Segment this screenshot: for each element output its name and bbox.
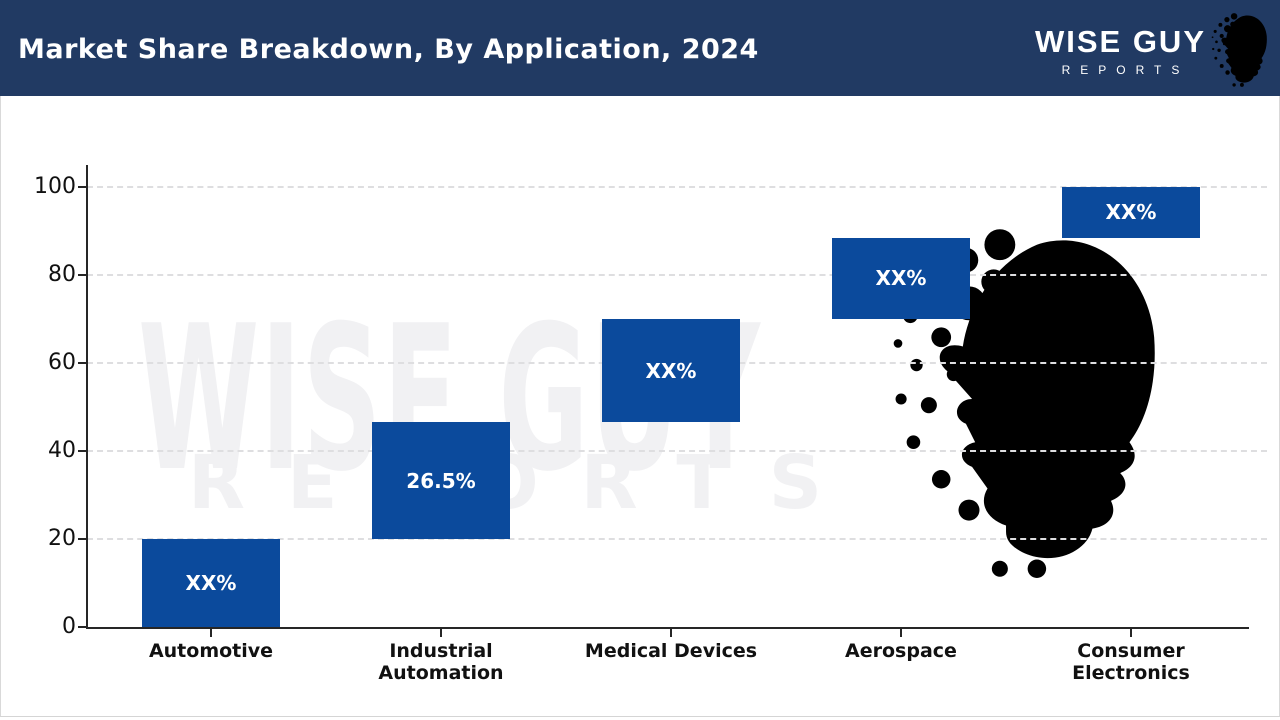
x-tick-mark-automotive [210,629,212,637]
brand-name: WISE GUY [1034,23,1206,59]
bar-medical-devices: XX% [602,319,740,423]
gridline-y-80 [87,274,1267,276]
y-tick-mark-80 [78,274,86,276]
x-tick-mark-aerospace [900,629,902,637]
x-axis-line [86,627,1249,629]
y-tick-label-80: 80 [48,262,76,287]
y-tick-mark-0 [78,626,86,628]
bar-consumer-electronics: XX% [1062,187,1200,238]
x-tick-mark-medical-devices [670,629,672,637]
x-category-label-industrial-automation: Industrial Automation [378,640,504,684]
frame-border-left [0,96,1,717]
y-axis-line [86,165,88,629]
x-tick-mark-industrial-automation [440,629,442,637]
brand-logo-text: WISE GUY REPORTS [1035,24,1206,77]
gridline-y-100 [87,186,1267,188]
y-tick-label-100: 100 [34,174,76,199]
bar-value-label-consumer-electronics: XX% [1105,200,1157,225]
y-tick-label-60: 60 [48,350,76,375]
y-tick-mark-60 [78,362,86,364]
x-tick-mark-consumer-electronics [1130,629,1132,637]
x-category-label-aerospace: Aerospace [845,640,957,662]
y-tick-label-40: 40 [48,438,76,463]
y-tick-mark-20 [78,538,86,540]
brand-subname: REPORTS [1061,62,1190,77]
bar-value-label-automotive: XX% [185,571,237,595]
frame-border-bottom [0,716,1280,717]
brand-logo: WISE GUY REPORTS [1035,6,1270,92]
y-tick-label-0: 0 [62,614,76,639]
bar-value-label-medical-devices: XX% [645,358,697,383]
x-category-label-medical-devices: Medical Devices [584,640,758,662]
x-category-label-automotive: Automotive [148,640,274,662]
bar-aerospace: XX% [832,237,970,319]
bar-value-label-aerospace: XX% [875,266,927,291]
x-category-label-consumer-electronics: Consumer Electronics [1072,640,1190,684]
gridline-y-40 [87,450,1267,452]
header-bar: Market Share Breakdown, By Application, … [0,0,1280,96]
bar-automotive: XX% [142,539,280,627]
chart-title: Market Share Breakdown, By Application, … [18,34,759,65]
bar-industrial-automation: 26.5% [372,422,510,539]
bar-value-label-industrial-automation: 26.5% [406,468,476,493]
gridline-y-20 [87,538,1267,540]
y-tick-label-20: 20 [48,526,76,551]
y-tick-mark-100 [78,186,86,188]
y-tick-mark-40 [78,450,86,452]
